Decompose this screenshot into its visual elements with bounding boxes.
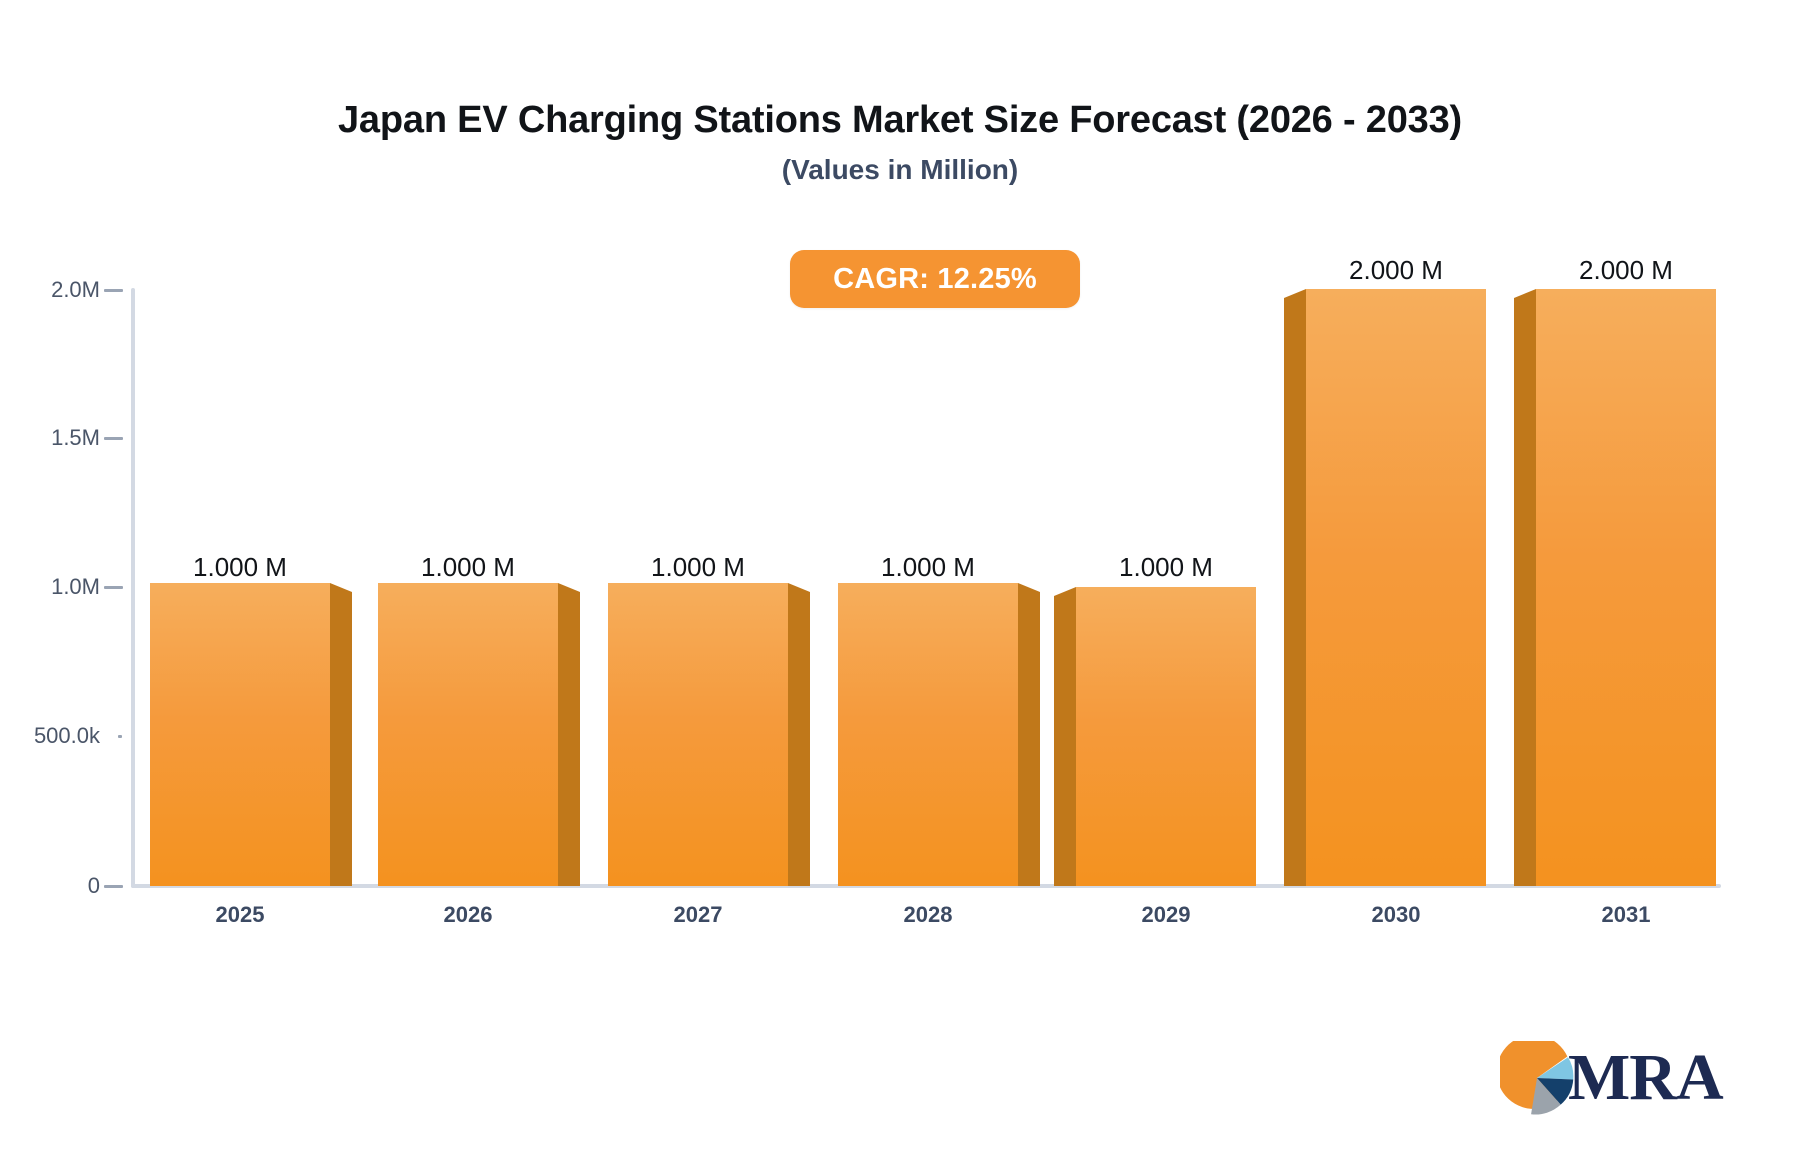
chart-header: Japan EV Charging Stations Market Size F… (0, 96, 1800, 188)
bar-side-face (1284, 289, 1306, 886)
bar-side-face (330, 583, 352, 886)
bar-front-face (378, 583, 558, 886)
x-axis-label-2027: 2027 (673, 902, 723, 927)
y-tick-mark-0 (104, 885, 123, 888)
bar-2027[interactable] (608, 583, 810, 886)
bar-value-label: 1.000 M (651, 552, 745, 582)
bar-side-face (788, 583, 810, 886)
x-axis-label-2025: 2025 (215, 902, 265, 927)
bar-value-label: 1.000 M (421, 552, 515, 582)
cagr-badge: CAGR: 12.25% (790, 250, 1080, 308)
chart-subtitle: (Values in Million) (781, 154, 1019, 185)
y-tick-mark-2 (104, 289, 123, 292)
x-axis-label-2026: 2026 (443, 902, 493, 927)
bar-value-label: 2.000 M (1579, 255, 1673, 285)
y-axis-label-0: 0 (87, 873, 100, 898)
bar-front-face (838, 583, 1018, 886)
bar-value-label: 1.000 M (1119, 552, 1213, 582)
bar-2031[interactable] (1514, 289, 1716, 886)
bar-2029[interactable] (1054, 587, 1256, 886)
bar-2026[interactable] (378, 583, 580, 886)
bar-value-label: 1.000 M (193, 552, 287, 582)
bar-side-face (1514, 289, 1536, 886)
x-axis-label-2031: 2031 (1601, 902, 1651, 927)
bar-front-face (608, 583, 788, 886)
bar-side-face (558, 583, 580, 886)
bar-front-face (150, 583, 330, 886)
y-tick-mark-500k (118, 735, 122, 738)
x-axis-label-2028: 2028 (903, 902, 953, 927)
bar-2030[interactable] (1284, 289, 1486, 886)
x-axis-label-2030: 2030 (1371, 902, 1421, 927)
y-axis-label-1_5: 1.5M (51, 425, 100, 450)
y-tick-mark-1_5 (104, 437, 123, 440)
x-axis-line (131, 884, 1721, 888)
bar-front-face (1306, 289, 1486, 886)
x-axis-label-2029: 2029 (1141, 902, 1191, 927)
bar-2025[interactable] (150, 583, 352, 886)
bar-value-label: 2.000 M (1349, 255, 1443, 285)
cagr-badge-label: CAGR: 12.25% (833, 262, 1037, 295)
bar-2028[interactable] (838, 583, 1040, 886)
pie-chart-logo-icon (1500, 1041, 1574, 1115)
y-axis-label-500k: 500.0k (33, 723, 100, 748)
bar-side-face (1018, 583, 1040, 886)
y-axis-label-1: 1.0M (51, 574, 100, 599)
y-tick-mark-1 (104, 586, 123, 589)
bar-value-label: 1.000 M (881, 552, 975, 582)
bar-front-face (1536, 289, 1716, 886)
logo-text: MRA (1568, 1041, 1724, 1114)
bar-front-face (1076, 587, 1256, 886)
bar-side-face (1054, 587, 1076, 886)
mra-logo: MRA (1500, 1032, 1724, 1124)
y-axis-label-2: 2.0M (51, 277, 100, 302)
page-title: Japan EV Charging Stations Market Size F… (338, 99, 1462, 141)
y-axis-line (131, 288, 135, 888)
